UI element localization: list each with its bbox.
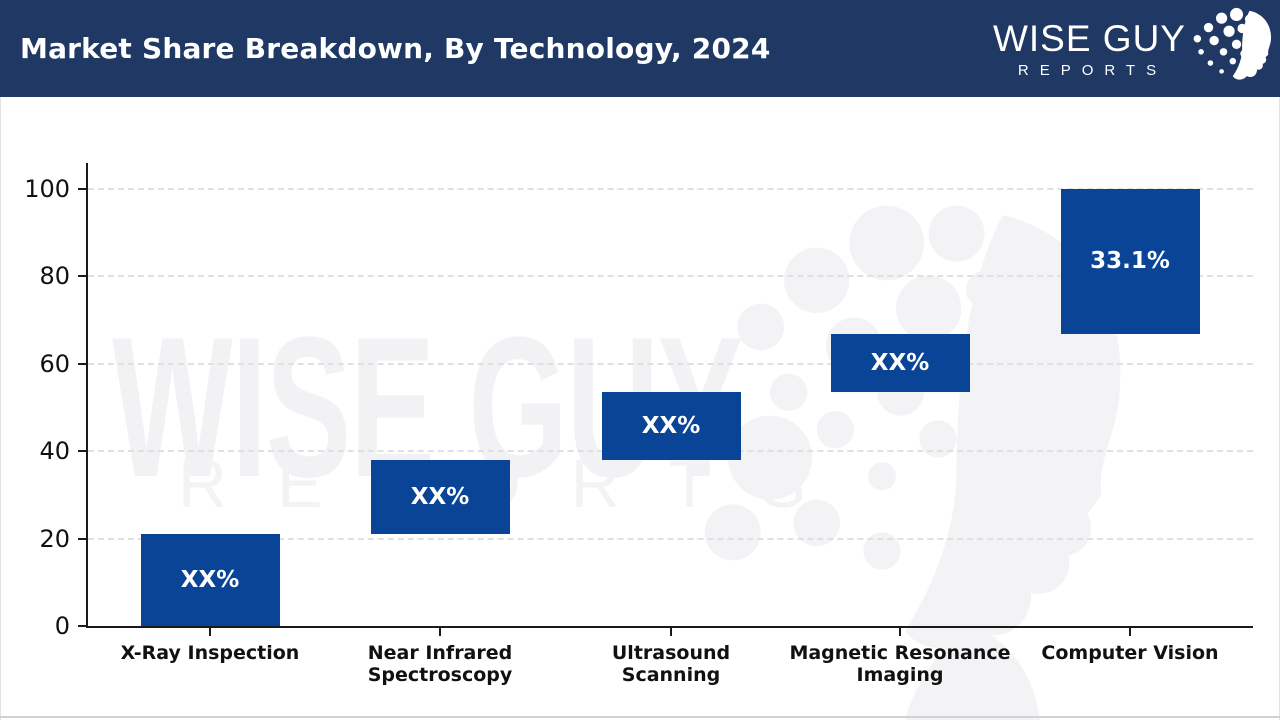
grid-line <box>88 362 1253 365</box>
bar-value-label: XX% <box>180 567 240 594</box>
bottom-border <box>0 716 1280 718</box>
y-tick-mark <box>78 275 88 278</box>
page-title: Market Share Breakdown, By Technology, 2… <box>20 32 771 65</box>
grid-line <box>88 275 1253 278</box>
x-axis-category-label: Computer Vision <box>1041 642 1219 664</box>
bar: XX% <box>830 333 970 392</box>
brand-logo: WISE GUY REPORTS <box>993 7 1280 91</box>
y-tick-mark <box>78 625 88 627</box>
x-tick-mark <box>439 628 441 636</box>
bar: XX% <box>370 459 510 535</box>
x-tick-mark <box>209 628 211 636</box>
y-tick-mark <box>78 362 88 365</box>
header-banner: Market Share Breakdown, By Technology, 2… <box>0 0 1280 97</box>
bar-value-label: XX% <box>410 483 470 510</box>
y-tick-mark <box>78 450 88 453</box>
grid-line <box>88 537 1253 540</box>
brand-logo-text: WISE GUY REPORTS <box>993 18 1186 79</box>
y-tick-mark <box>78 537 88 540</box>
y-tick-label: 20 <box>39 524 70 553</box>
bar-value-label: XX% <box>641 412 701 439</box>
x-axis-category-label: Magnetic Resonance Imaging <box>789 642 1011 687</box>
grid-line <box>88 188 1253 190</box>
brand-name: WISE GUY <box>992 18 1186 59</box>
bar: 33.1% <box>1060 189 1200 334</box>
y-tick-label: 80 <box>39 262 70 291</box>
brand-subtitle: REPORTS <box>1017 62 1168 79</box>
x-axis-category-label: Near Infrared Spectroscopy <box>367 642 513 687</box>
y-tick-label: 40 <box>39 437 70 466</box>
x-axis-category-label: X-Ray Inspection <box>120 642 300 664</box>
y-tick-mark <box>78 188 88 190</box>
y-tick-label: 0 <box>54 612 70 640</box>
x-tick-mark <box>1129 628 1131 636</box>
x-tick-mark <box>670 628 672 636</box>
brand-head-dots-icon <box>1193 7 1272 80</box>
plot-area: 0 20 40 60 80 100 XX% X-Ray Inspection XX% Near I… <box>0 97 1280 720</box>
left-border <box>0 97 1 720</box>
x-tick-mark <box>899 628 901 636</box>
bar-value-label: 33.1% <box>1090 248 1170 275</box>
y-tick-label: 60 <box>39 349 70 378</box>
bar: XX% <box>601 391 741 460</box>
bar-value-label: XX% <box>870 349 930 376</box>
chart-canvas: WISE GUY REPORTS 0 20 40 60 80 100 XX% X-Ray In… <box>0 97 1280 720</box>
bar: XX% <box>140 534 280 626</box>
y-tick-label: 100 <box>24 175 70 203</box>
x-axis-line <box>86 626 1253 628</box>
y-axis-line <box>86 163 88 628</box>
x-axis-category-label: Ultrasound Scanning <box>611 642 731 687</box>
